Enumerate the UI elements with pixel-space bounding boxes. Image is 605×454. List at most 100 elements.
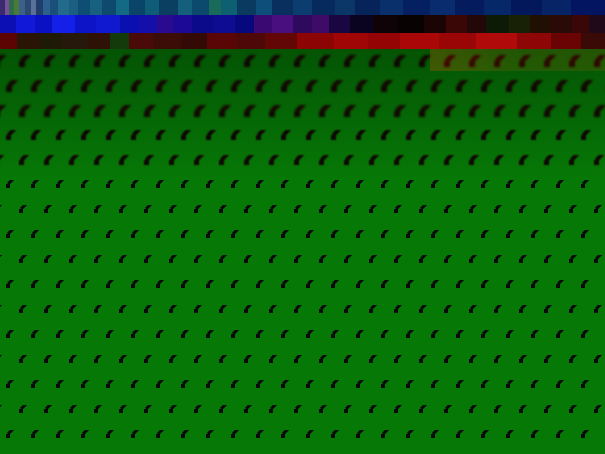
arrow-cursor-glyph [556,230,565,239]
arrow-cursor-glyph [494,205,503,214]
arrow-cursor-glyph [319,105,333,119]
band-segment [529,15,550,33]
arrow-cursor-glyph [69,155,81,167]
arrow-cursor-glyph [381,380,390,389]
arrow-cursor-glyph [344,405,353,414]
arrow-cursor-glyph [294,205,303,214]
band-segment [272,0,293,15]
band-segment [74,15,96,33]
band-segment [18,0,25,15]
band-segment [446,15,468,33]
arrow-cursor-glyph [481,380,490,389]
arrow-cursor-glyph [531,430,540,439]
arrow-cursor-glyph [469,355,478,364]
arrow-cursor-glyph [531,280,540,289]
arrow-cursor-glyph [156,230,165,239]
arrow-cursor-glyph [219,205,228,214]
arrow-cursor-glyph [69,255,78,264]
arrow-cursor-glyph [569,305,578,314]
arrow-cursor-glyph [194,205,203,214]
arrow-cursor-glyph [569,205,578,214]
arrow-cursor-glyph [269,55,283,69]
arrow-cursor-glyph [0,155,6,167]
arrow-cursor-glyph [481,130,493,142]
band-segment [423,15,447,33]
arrow-cursor-glyph [0,55,8,69]
arrow-cursor-glyph [469,205,478,214]
arrow-cursor-glyph [531,380,540,389]
arrow-cursor-glyph [381,130,393,142]
band-segment [516,33,552,49]
arrow-cursor-glyph [356,230,365,239]
arrow-cursor-glyph [119,55,133,69]
arrow-cursor-glyph [31,230,40,239]
arrow-cursor-glyph [181,180,190,189]
arrow-cursor-glyph [144,305,153,314]
arrow-cursor-glyph [306,180,315,189]
arrow-cursor-glyph [294,255,303,264]
arrow-cursor-glyph [6,230,15,239]
arrow-cursor-glyph [31,280,40,289]
band-segment [475,33,517,49]
arrow-cursor-glyph [231,230,240,239]
arrow-cursor-glyph [156,130,168,142]
arrow-cursor-glyph [94,55,108,69]
arrow-cursor-glyph [206,130,218,142]
arrow-cursor-glyph [219,105,233,119]
arrow-cursor-glyph [419,155,431,167]
band-segment [571,15,590,33]
band-segment [430,0,456,15]
arrow-cursor-glyph [294,355,303,364]
arrow-cursor-glyph [356,280,365,289]
arrow-cursor-glyph [281,180,290,189]
arrow-cursor-glyph [394,105,408,119]
arrow-cursor-glyph [56,80,70,94]
arrow-cursor-glyph [394,305,403,314]
glyph-row [0,349,605,374]
arrow-cursor-glyph [394,155,406,167]
arrow-cursor-glyph [394,405,403,414]
arrow-cursor-glyph [169,255,178,264]
arrow-cursor-glyph [244,255,253,264]
arrow-cursor-glyph [81,430,90,439]
arrow-cursor-glyph [106,130,118,142]
arrow-cursor-glyph [406,380,415,389]
arrow-cursor-glyph [569,255,578,264]
arrow-cursor-glyph [594,355,603,364]
arrow-cursor-glyph [406,430,415,439]
band-segment [0,33,18,49]
arrow-cursor-glyph [194,55,208,69]
arrow-cursor-glyph [406,230,415,239]
arrow-cursor-glyph [269,305,278,314]
arrow-cursor-glyph [281,380,290,389]
arrow-cursor-glyph [319,205,328,214]
arrow-cursor-glyph [256,430,265,439]
arrow-cursor-glyph [494,55,508,69]
arrow-cursor-glyph [131,280,140,289]
arrow-cursor-glyph [331,380,340,389]
band-segment [206,33,237,49]
band-segment [581,33,605,49]
band-segment [90,0,102,15]
arrow-cursor-glyph [44,105,58,119]
arrow-cursor-glyph [256,330,265,339]
arrow-cursor-glyph [406,330,415,339]
arrow-cursor-glyph [44,205,53,214]
arrow-cursor-glyph [56,180,65,189]
band-segment [221,0,237,15]
arrow-cursor-glyph [569,355,578,364]
arrow-cursor-glyph [294,155,306,167]
arrow-cursor-glyph [269,105,283,119]
arrow-cursor-glyph [431,430,440,439]
arrow-cursor-glyph [581,280,590,289]
arrow-cursor-glyph [556,130,568,142]
arrow-cursor-glyph [244,305,253,314]
arrow-cursor-glyph [581,230,590,239]
arrow-cursor-glyph [19,305,28,314]
arrow-cursor-glyph [431,230,440,239]
arrow-cursor-glyph [369,255,378,264]
arrow-cursor-glyph [219,405,228,414]
arrow-cursor-glyph [131,130,143,142]
arrow-cursor-glyph [444,255,453,264]
arrow-cursor-glyph [219,55,233,69]
